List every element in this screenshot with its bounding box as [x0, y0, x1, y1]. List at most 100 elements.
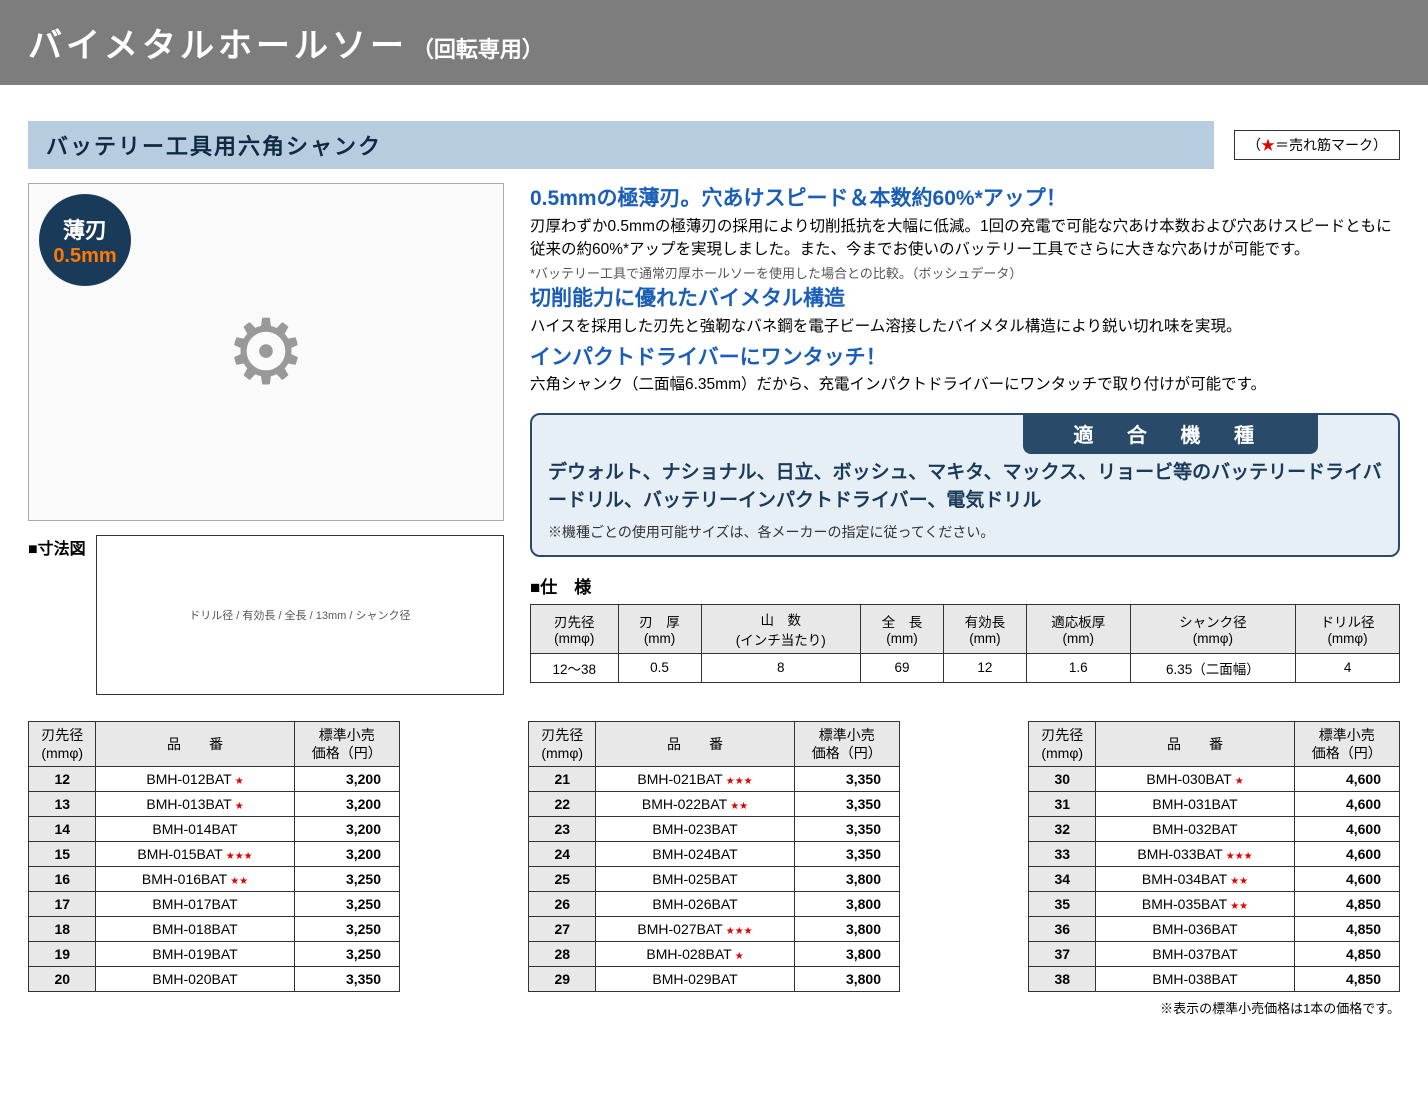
- price-cell: 3,800: [794, 967, 899, 992]
- product-table: 刃先径(mmφ)品 番標準小売価格（円）30BMH-030BAT★4,60031…: [1028, 721, 1400, 992]
- diameter-cell: 15: [29, 842, 96, 867]
- feature-heading: 切削能力に優れたバイメタル構造: [530, 283, 1400, 315]
- code-cell: BMH-012BAT★: [96, 767, 294, 792]
- price-cell: 3,250: [294, 917, 399, 942]
- table-row: 18BMH-018BAT3,250: [29, 917, 400, 942]
- feature-heading: 0.5mmの極薄刃。穴あけスピード＆本数約60%*アップ！: [530, 183, 1400, 215]
- dimension-label: ■寸法図: [28, 535, 86, 559]
- diameter-cell: 13: [29, 792, 96, 817]
- price-cell: 3,350: [294, 967, 399, 992]
- page-header: バイメタルホールソー （回転専用）: [0, 0, 1428, 85]
- table-row: 12BMH-012BAT★3,200: [29, 767, 400, 792]
- spec-cell: 4: [1296, 653, 1400, 682]
- star-rating: ★★: [230, 876, 248, 887]
- diameter-cell: 21: [529, 767, 596, 792]
- code-cell: BMH-027BAT★★★: [596, 917, 794, 942]
- price-cell: 3,800: [794, 942, 899, 967]
- code-cell: BMH-018BAT: [96, 917, 294, 942]
- code-cell: BMH-022BAT★★: [596, 792, 794, 817]
- spec-label: ■仕 様: [530, 573, 1400, 598]
- code-cell: BMH-019BAT: [96, 942, 294, 967]
- price-cell: 3,800: [794, 867, 899, 892]
- code-cell: BMH-035BAT★★: [1096, 892, 1294, 917]
- table-row: 27BMH-027BAT★★★3,800: [529, 917, 900, 942]
- table-row: 38BMH-038BAT4,850: [1029, 967, 1400, 992]
- diameter-cell: 27: [529, 917, 596, 942]
- price-cell: 4,600: [1294, 867, 1399, 892]
- spec-cell: 12: [943, 653, 1026, 682]
- thin-blade-badge: 薄刃 0.5mm: [39, 194, 131, 286]
- diameter-cell: 32: [1029, 817, 1096, 842]
- code-cell: BMH-031BAT: [1096, 792, 1294, 817]
- product-table: 刃先径(mmφ)品 番標準小売価格（円）21BMH-021BAT★★★3,350…: [528, 721, 900, 992]
- holesaw-icon: ⚙: [226, 300, 307, 405]
- spec-cell: 0.5: [618, 653, 701, 682]
- code-cell: BMH-013BAT★: [96, 792, 294, 817]
- page-subtitle: （回転専用）: [412, 37, 544, 62]
- spec-header: 刃 厚(mm): [618, 604, 701, 653]
- table-row: 19BMH-019BAT3,250: [29, 942, 400, 967]
- table-row: 31BMH-031BAT4,600: [1029, 792, 1400, 817]
- table-row: 28BMH-028BAT★3,800: [529, 942, 900, 967]
- price-footnote: ※表示の標準小売価格は1本の価格です。: [28, 998, 1400, 1017]
- spec-header: 全 長(mm): [861, 604, 944, 653]
- diameter-cell: 35: [1029, 892, 1096, 917]
- diameter-cell: 18: [29, 917, 96, 942]
- code-cell: BMH-030BAT★: [1096, 767, 1294, 792]
- price-cell: 3,200: [294, 767, 399, 792]
- price-cell: 3,350: [794, 767, 899, 792]
- spec-header: 山 数(インチ当たり): [701, 604, 861, 653]
- price-cell: 4,600: [1294, 792, 1399, 817]
- table-row: 24BMH-024BAT3,350: [529, 842, 900, 867]
- code-cell: BMH-038BAT: [1096, 967, 1294, 992]
- code-cell: BMH-034BAT★★: [1096, 867, 1294, 892]
- ptable-header: 標準小売価格（円）: [794, 722, 899, 767]
- code-cell: BMH-023BAT: [596, 817, 794, 842]
- table-row: 33BMH-033BAT★★★4,600: [1029, 842, 1400, 867]
- page-title: バイメタルホールソー: [28, 27, 408, 65]
- ptable-header: 品 番: [96, 722, 294, 767]
- diameter-cell: 16: [29, 867, 96, 892]
- feature-heading: インパクトドライバーにワンタッチ！: [530, 342, 1400, 374]
- table-row: 32BMH-032BAT4,600: [1029, 817, 1400, 842]
- diameter-cell: 28: [529, 942, 596, 967]
- product-table: 刃先径(mmφ)品 番標準小売価格（円）12BMH-012BAT★3,20013…: [28, 721, 400, 992]
- code-cell: BMH-032BAT: [1096, 817, 1294, 842]
- table-row: 23BMH-023BAT3,350: [529, 817, 900, 842]
- code-cell: BMH-014BAT: [96, 817, 294, 842]
- diameter-cell: 34: [1029, 867, 1096, 892]
- compatibility-note: ※機種ごとの使用可能サイズは、各メーカーの指定に従ってください。: [548, 522, 1382, 543]
- code-cell: BMH-021BAT★★★: [596, 767, 794, 792]
- diameter-cell: 17: [29, 892, 96, 917]
- spec-header: 適応板厚(mm): [1026, 604, 1130, 653]
- price-cell: 3,250: [294, 892, 399, 917]
- code-cell: BMH-037BAT: [1096, 942, 1294, 967]
- table-row: 16BMH-016BAT★★3,250: [29, 867, 400, 892]
- diameter-cell: 23: [529, 817, 596, 842]
- feature-list: 0.5mmの極薄刃。穴あけスピード＆本数約60%*アップ！刃厚わずか0.5mmの…: [530, 183, 1400, 397]
- diameter-cell: 33: [1029, 842, 1096, 867]
- price-cell: 4,600: [1294, 842, 1399, 867]
- ptable-header: 標準小売価格（円）: [294, 722, 399, 767]
- diameter-cell: 19: [29, 942, 96, 967]
- code-cell: BMH-026BAT: [596, 892, 794, 917]
- price-cell: 4,850: [1294, 942, 1399, 967]
- table-row: 25BMH-025BAT3,800: [529, 867, 900, 892]
- code-cell: BMH-016BAT★★: [96, 867, 294, 892]
- star-rating: ★★: [1230, 876, 1248, 887]
- price-cell: 4,850: [1294, 967, 1399, 992]
- price-cell: 3,350: [794, 817, 899, 842]
- price-cell: 3,800: [794, 917, 899, 942]
- product-image: 薄刃 0.5mm ⚙: [28, 183, 504, 521]
- code-cell: BMH-017BAT: [96, 892, 294, 917]
- table-row: 20BMH-020BAT3,350: [29, 967, 400, 992]
- price-cell: 3,350: [794, 842, 899, 867]
- table-row: 34BMH-034BAT★★4,600: [1029, 867, 1400, 892]
- star-legend: （★＝売れ筋マーク）: [1234, 130, 1400, 160]
- spec-header: ドリル径(mmφ): [1296, 604, 1400, 653]
- star-rating: ★: [235, 776, 244, 787]
- star-rating: ★★: [730, 801, 748, 812]
- feature-body: ハイスを採用した刃先と強靭なバネ鋼を電子ビーム溶接したバイメタル構造により鋭い切…: [530, 315, 1400, 338]
- code-cell: BMH-028BAT★: [596, 942, 794, 967]
- diameter-cell: 37: [1029, 942, 1096, 967]
